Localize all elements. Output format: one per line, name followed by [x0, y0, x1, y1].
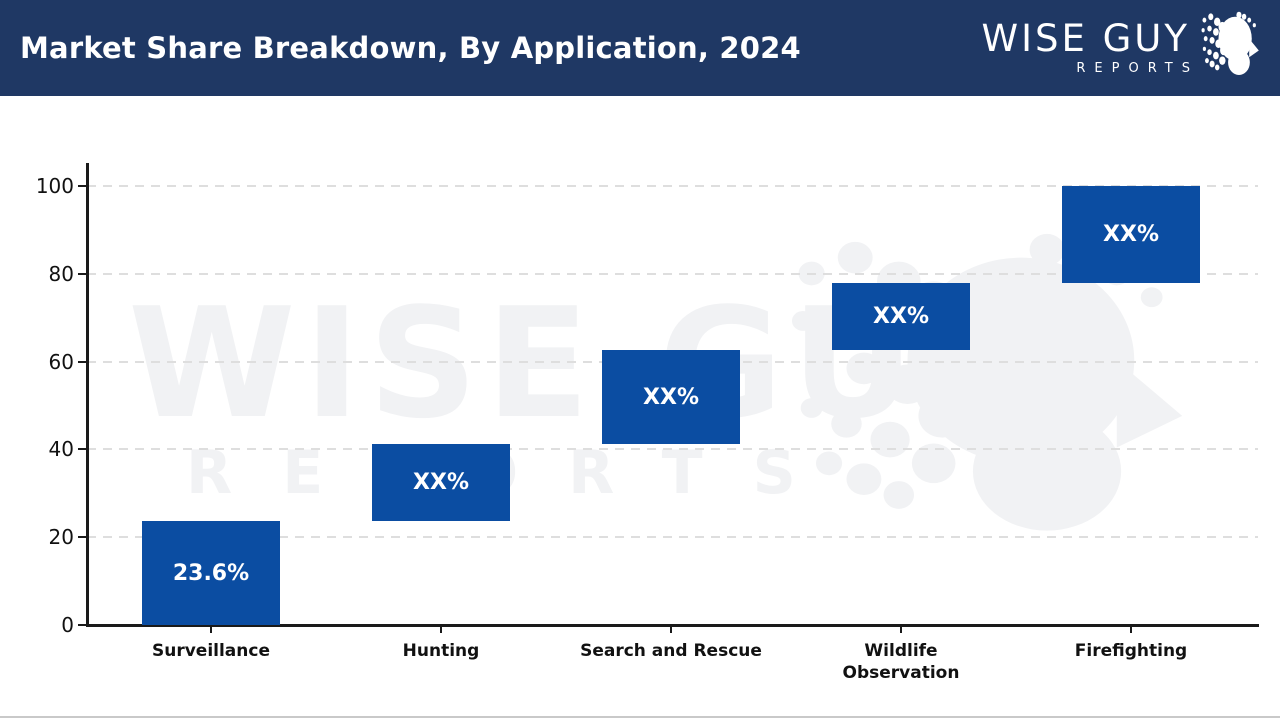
x-axis-tick — [670, 625, 672, 633]
bar-value-label: XX% — [1103, 221, 1159, 247]
y-axis-tick — [78, 360, 87, 363]
y-axis-tick — [78, 624, 87, 626]
bar-value-label: XX% — [413, 470, 469, 496]
header-bar: Market Share Breakdown, By Application, … — [0, 0, 1280, 96]
y-axis-tick-label: 60 — [48, 349, 74, 374]
x-axis-tick — [1130, 625, 1132, 633]
y-axis-tick-label: 100 — [35, 174, 74, 198]
x-axis-tick — [900, 625, 902, 633]
y-axis-tick — [78, 448, 87, 451]
x-axis-line — [86, 624, 1259, 627]
x-axis-category-label: Surveillance — [151, 641, 270, 661]
y-axis-tick-label: 40 — [48, 437, 74, 462]
x-axis-category-label: Wildlife Observation — [842, 641, 960, 684]
y-axis-line — [86, 163, 89, 627]
brand-subname: REPORTS — [1076, 61, 1199, 76]
gridline — [87, 185, 1258, 187]
chart-title: Market Share Breakdown, By Application, … — [20, 31, 801, 65]
y-axis-tick-label: 80 — [48, 261, 74, 286]
brand-logo: WISE GUY REPORTS — [982, 10, 1262, 86]
gridline — [87, 272, 1258, 275]
x-axis-tick — [440, 625, 442, 633]
x-axis-category-label: Search and Rescue — [580, 641, 762, 661]
footer-divider — [0, 716, 1280, 718]
y-axis-tick — [78, 272, 87, 275]
bar-firefighting: XX% — [1062, 186, 1200, 283]
bar-value-label: XX% — [643, 384, 699, 410]
gridline — [87, 448, 1258, 451]
brand-logo-text: WISE GUY REPORTS — [981, 17, 1191, 76]
bar-search-and-rescue: XX% — [602, 350, 740, 445]
bar-value-label: 23.6% — [172, 560, 250, 586]
bar-wildlife-observation: XX% — [832, 282, 970, 351]
y-axis-tick — [78, 185, 87, 187]
gridline — [87, 536, 1258, 539]
y-axis-tick — [78, 536, 87, 539]
x-axis-category-label: Hunting — [402, 641, 480, 661]
bar-surveillance: 23.6% — [142, 521, 280, 625]
y-axis-tick-label: 20 — [48, 525, 74, 550]
x-axis-category-label: Firefighting — [1074, 641, 1188, 661]
bar-value-label: XX% — [873, 303, 929, 329]
y-axis-tick-label: 0 — [61, 613, 74, 637]
brand-head-icon — [1198, 10, 1262, 86]
x-axis-tick — [210, 625, 212, 633]
brand-name: WISE GUY — [981, 17, 1190, 60]
bar-hunting: XX% — [372, 444, 510, 522]
